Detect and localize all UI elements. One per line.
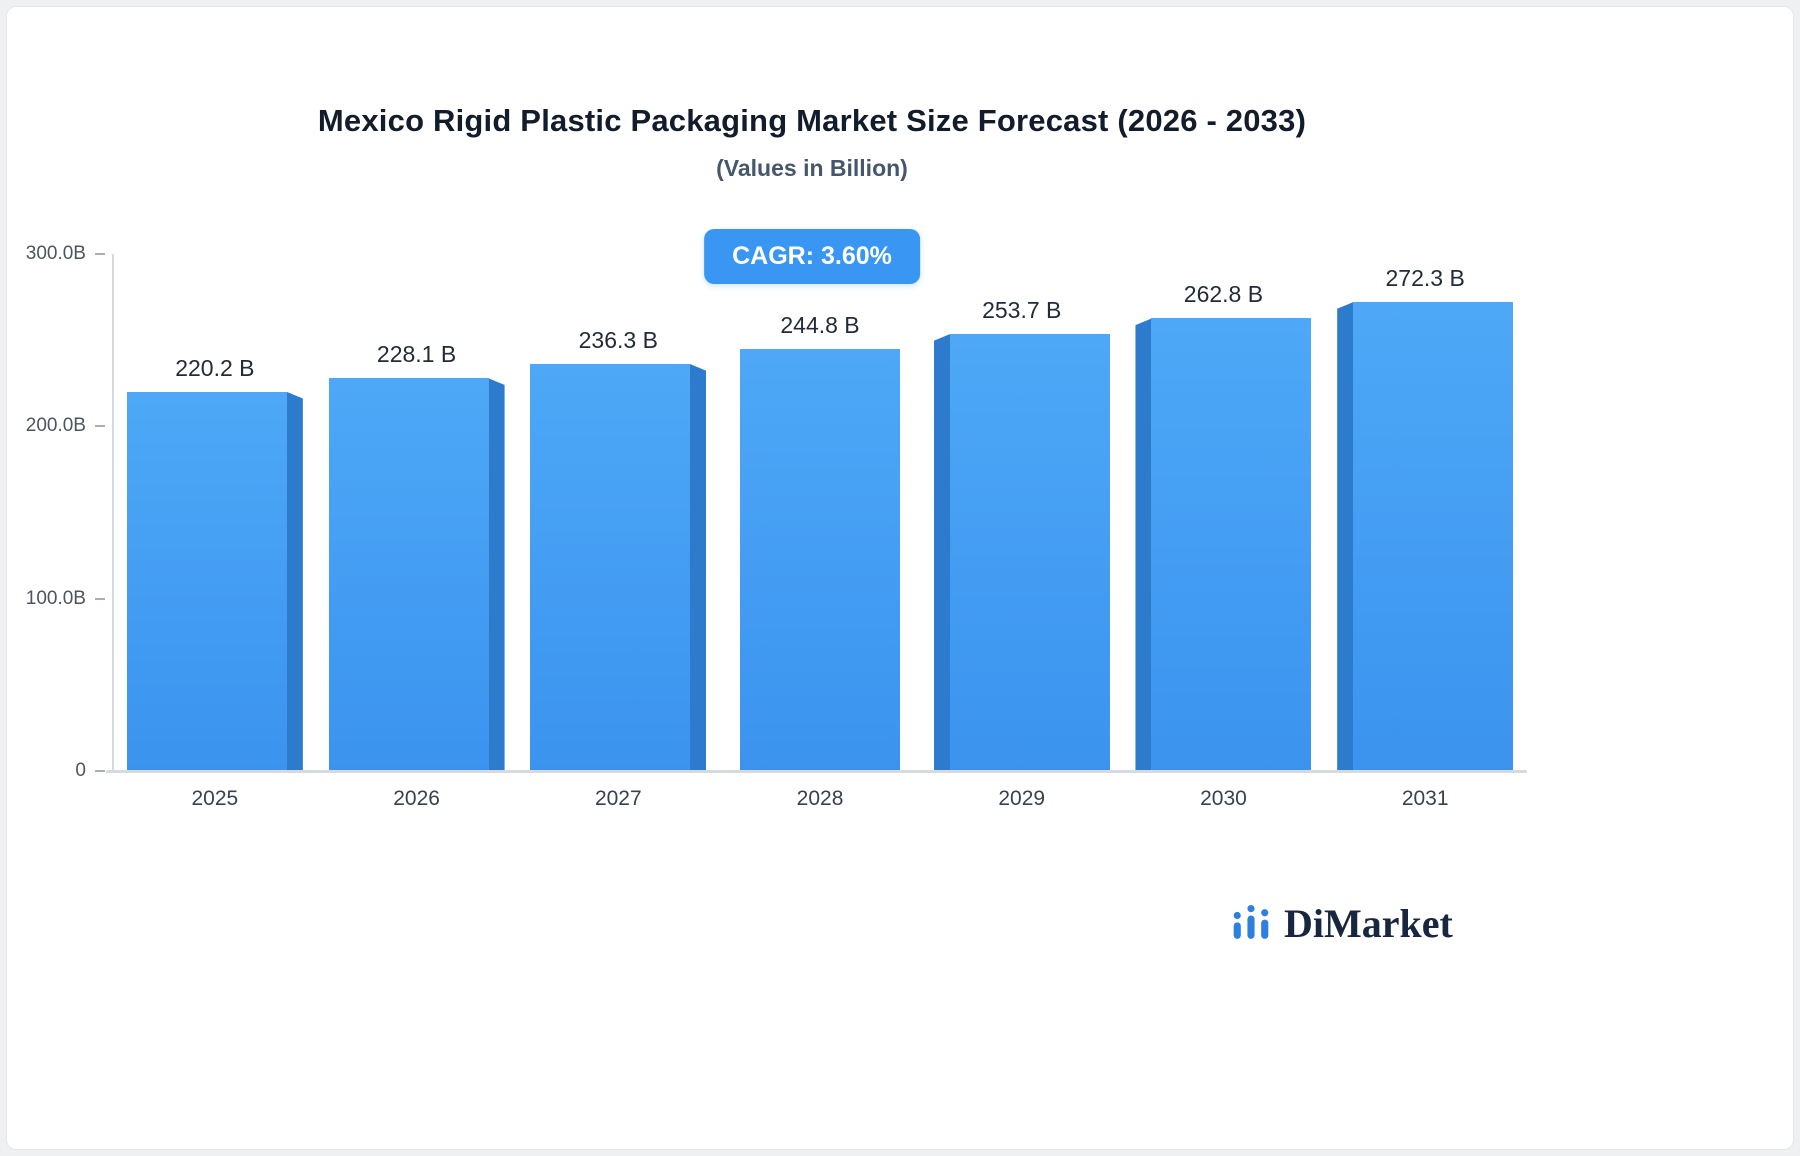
brand-name: DiMarket [1284, 901, 1453, 946]
bar-side-face [487, 377, 505, 771]
bar-chart-logo-icon [1229, 899, 1273, 948]
y-axis-label: 100.0B [26, 588, 105, 610]
x-axis-baseline [106, 770, 1527, 773]
bar-value-label: 236.3 B [578, 326, 658, 353]
y-axis-tick-mark [95, 253, 105, 255]
y-axis-label-text: 0 [75, 760, 86, 781]
bar-value-label: 244.8 B [780, 312, 860, 339]
bar-value-label: 272.3 B [1385, 264, 1465, 291]
bar-side-face [933, 333, 951, 771]
bar-face [1151, 318, 1312, 771]
bar-group-2026: 228.1 B 2026 [316, 254, 518, 810]
cagr-badge: CAGR: 3.60% [704, 229, 920, 284]
bar-face [530, 363, 691, 771]
x-axis-label: 2030 [1200, 787, 1247, 810]
x-axis-label: 2028 [796, 787, 844, 810]
bar-2030[interactable] [1135, 318, 1312, 771]
bar-value-label: 253.7 B [982, 296, 1062, 323]
bar-face [949, 333, 1110, 771]
bar-group-2031: 272.3 B 2031 [1324, 254, 1526, 810]
y-axis-label-text: 200.0B [25, 415, 86, 437]
bar-value-label: 262.8 B [1183, 281, 1264, 308]
bar-2027[interactable] [530, 363, 707, 771]
bar-2025[interactable] [126, 391, 303, 771]
bar-group-2028: 244.8 B 2028 [719, 254, 921, 810]
x-axis-label: 2027 [594, 787, 642, 810]
y-axis-tick-mark [95, 770, 105, 772]
bar-group-2029: 253.7 B 2029 [921, 254, 1123, 810]
bar-face [740, 349, 901, 771]
plot-area: 220.2 B 2025 228.1 B 2026 236.3 B 2027 244.8 B… [112, 254, 1526, 810]
x-axis-label: 2026 [393, 787, 440, 810]
chart-title: Mexico Rigid Plastic Packaging Market Si… [317, 103, 1307, 138]
y-axis: 0 100.0B 200.0B 300.0B [13, 243, 105, 781]
y-axis-label: 0 [75, 760, 105, 782]
bar-side-face [1337, 301, 1355, 771]
bar-value-label: 228.1 B [376, 340, 457, 367]
y-axis-label: 200.0B [26, 415, 105, 437]
y-axis-label-text: 100.0B [25, 587, 86, 609]
bar-face [328, 377, 489, 771]
y-axis-tick-mark [95, 597, 105, 600]
bar-group-2027: 236.3 B 2027 [517, 254, 719, 810]
y-axis-tick-mark [95, 425, 105, 428]
brand-logo: DiMarket [1229, 899, 1453, 948]
y-axis-label-text: 300.0B [25, 243, 86, 264]
bar-group-2025: 220.2 B 2025 [114, 254, 316, 810]
x-axis-label: 2031 [1401, 787, 1449, 810]
bar-value-label: 220.2 B [175, 354, 255, 381]
bar-2028[interactable] [740, 349, 901, 771]
bar-face [1353, 301, 1514, 771]
chart-subtitle: (Values in Billion) [716, 155, 908, 181]
bar-2029[interactable] [933, 333, 1110, 771]
y-axis-label: 300.0B [26, 243, 105, 265]
bar-face [126, 391, 287, 771]
bar-group-2030: 262.8 B 2030 [1123, 254, 1325, 810]
bar-side-face [689, 363, 707, 771]
bar-2031[interactable] [1337, 301, 1514, 771]
bar-side-face [285, 391, 303, 771]
bar-side-face [1135, 318, 1153, 771]
chart-card: Mexico Rigid Plastic Packaging Market Si… [6, 6, 1794, 1150]
x-axis-label: 2025 [191, 787, 239, 810]
x-axis-label: 2029 [998, 787, 1046, 810]
bar-2026[interactable] [328, 377, 505, 771]
